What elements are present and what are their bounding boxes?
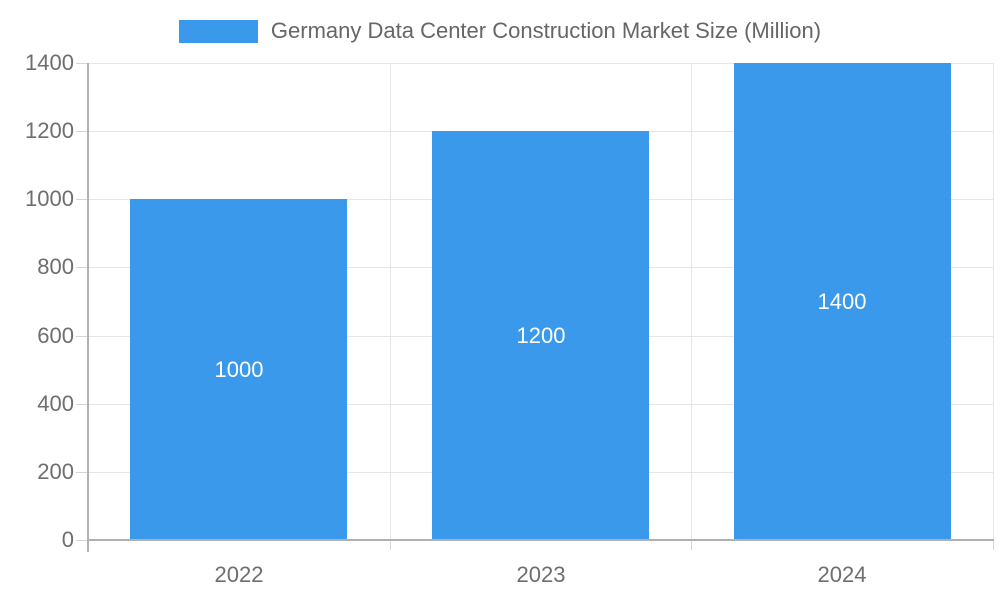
y-tick-label: 1400 <box>25 50 74 75</box>
y-tick-label: 400 <box>37 391 74 416</box>
y-tick-mark <box>76 540 88 541</box>
y-tick-mark <box>76 472 88 473</box>
y-tick-label: 200 <box>37 459 74 484</box>
bar-2024[interactable] <box>734 63 951 540</box>
gridline-vertical <box>390 63 391 540</box>
bar-value-label: 1000 <box>214 357 264 382</box>
x-tick-mark <box>390 540 391 550</box>
bar-2022[interactable] <box>130 199 347 540</box>
x-tick-mark <box>691 540 692 550</box>
y-tick-label: 800 <box>37 254 74 279</box>
x-tick-label: 2024 <box>817 562 867 587</box>
y-tick-label: 600 <box>37 323 74 348</box>
gridline-horizontal <box>88 63 993 64</box>
bar-value-label: 1400 <box>817 289 867 314</box>
y-tick-label: 1200 <box>25 118 74 143</box>
y-tick-mark <box>76 267 88 268</box>
y-tick-label: 0 <box>61 527 74 552</box>
legend[interactable]: Germany Data Center Construction Market … <box>0 18 1000 44</box>
bar-2023[interactable] <box>432 131 649 540</box>
y-tick-mark <box>76 199 88 200</box>
gridline-vertical <box>993 63 994 540</box>
x-tick-label: 2023 <box>516 562 566 587</box>
y-axis-line <box>87 63 89 552</box>
x-tick-mark <box>993 540 994 550</box>
legend-label: Germany Data Center Construction Market … <box>270 18 822 43</box>
y-tick-label: 1000 <box>25 186 74 211</box>
x-tick-label: 2022 <box>214 562 264 587</box>
y-tick-mark <box>76 336 88 337</box>
gridline-vertical <box>691 63 692 540</box>
bar-value-label: 1200 <box>516 323 566 348</box>
x-axis-line <box>87 539 994 541</box>
y-tick-mark <box>76 404 88 405</box>
y-tick-mark <box>76 131 88 132</box>
y-tick-mark <box>76 63 88 64</box>
legend-swatch <box>178 19 258 43</box>
